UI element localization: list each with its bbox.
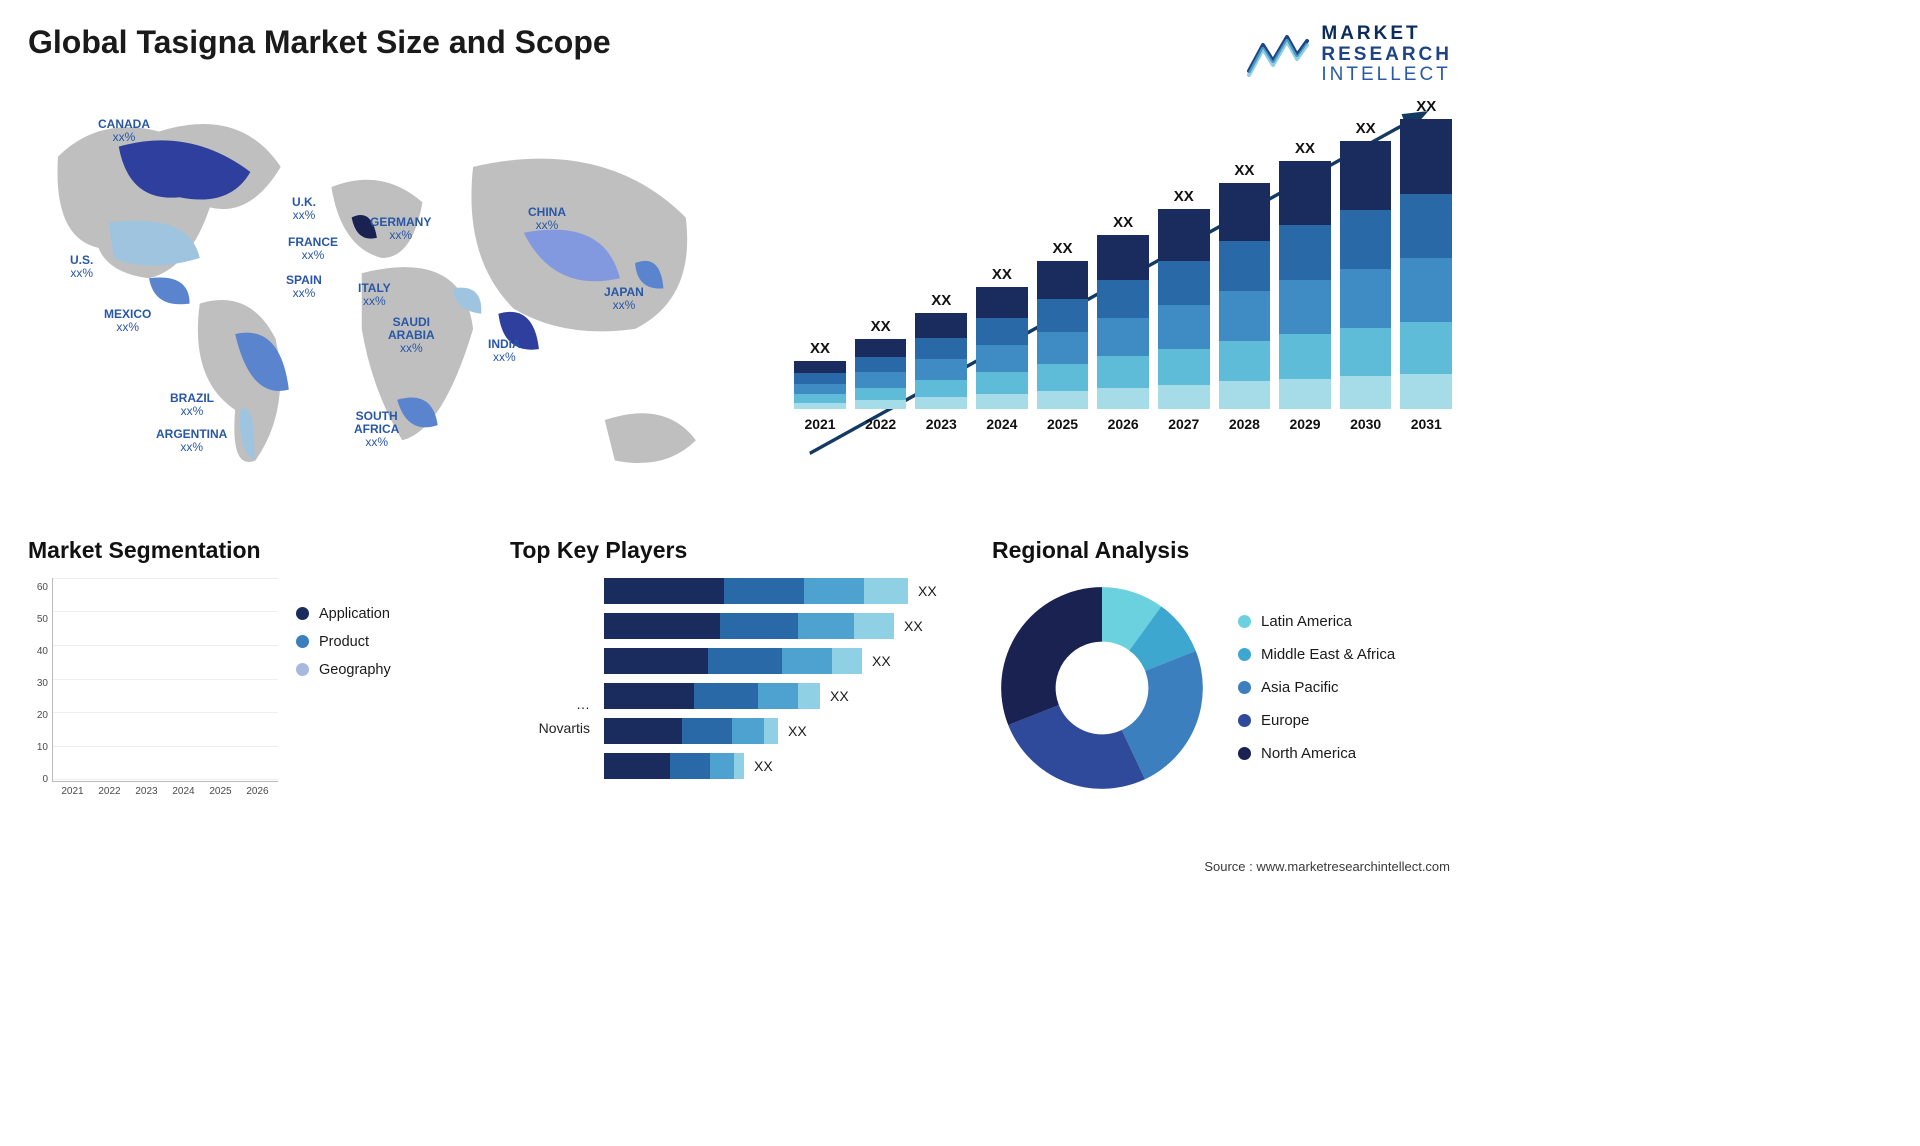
logo-line2: RESEARCH: [1321, 45, 1452, 66]
growth-bar: XX 2026: [1097, 214, 1149, 432]
legend-item: Middle East & Africa: [1238, 646, 1395, 663]
growth-year: 2025: [1047, 416, 1078, 432]
growth-bar: XX 2028: [1219, 162, 1271, 432]
kp-row: XX: [604, 613, 937, 639]
growth-value: XX: [1234, 162, 1254, 179]
source-text: Source : www.marketresearchintellect.com: [1204, 859, 1450, 874]
growth-year: 2028: [1229, 416, 1260, 432]
growth-value: XX: [810, 340, 830, 357]
growth-year: 2027: [1168, 416, 1199, 432]
growth-bar: XX 2029: [1279, 140, 1331, 432]
map-label: CHINAxx%: [528, 206, 566, 232]
regional-donut: [992, 578, 1212, 798]
legend-item: Product: [296, 634, 391, 650]
growth-year: 2022: [865, 416, 896, 432]
growth-year: 2029: [1289, 416, 1320, 432]
donut-slice: [1008, 705, 1145, 789]
growth-value: XX: [931, 292, 951, 309]
logo-line3: INTELLECT: [1321, 65, 1452, 86]
growth-bar: XX 2023: [915, 292, 967, 432]
growth-year: 2031: [1411, 416, 1442, 432]
legend-item: North America: [1238, 745, 1395, 762]
kp-row: XX: [604, 683, 937, 709]
kp-row: XX: [604, 718, 937, 744]
growth-year: 2024: [986, 416, 1017, 432]
growth-year: 2021: [804, 416, 835, 432]
keyplayers-names: …Novartis: [510, 578, 590, 736]
keyplayers-panel: Top Key Players …Novartis XX XX XX XX XX XX: [510, 537, 970, 837]
logo-icon: [1245, 27, 1311, 82]
map-label: INDIAxx%: [488, 338, 521, 364]
segmentation-title: Market Segmentation: [28, 537, 488, 564]
legend-item: Application: [296, 606, 391, 622]
map-label: U.S.xx%: [70, 254, 93, 280]
legend-item: Europe: [1238, 712, 1395, 729]
map-label: JAPANxx%: [604, 286, 644, 312]
growth-bar: XX 2022: [855, 318, 907, 432]
regional-panel: Regional Analysis Latin America Middle Ea…: [992, 537, 1452, 837]
regional-title: Regional Analysis: [992, 537, 1452, 564]
regional-legend: Latin America Middle East & Africa Asia Pa…: [1238, 613, 1395, 762]
segmentation-chart: 6050403020100 202120222023202420252026: [28, 578, 278, 808]
growth-bar: XX 2027: [1158, 188, 1210, 432]
legend-item: Asia Pacific: [1238, 679, 1395, 696]
logo-line1: MARKET: [1321, 24, 1452, 45]
kp-row: XX: [604, 753, 937, 779]
map-label: SOUTHAFRICAxx%: [354, 410, 399, 450]
map-label: MEXICOxx%: [104, 308, 151, 334]
growth-value: XX: [1113, 214, 1133, 231]
growth-value: XX: [1356, 120, 1376, 137]
keyplayers-title: Top Key Players: [510, 537, 970, 564]
growth-bar: XX 2030: [1340, 120, 1392, 432]
growth-year: 2026: [1108, 416, 1139, 432]
map-label: U.K.xx%: [292, 196, 316, 222]
growth-year: 2030: [1350, 416, 1381, 432]
world-map: CANADAxx% U.S.xx% MEXICOxx% BRAZILxx% ARGENT…: [28, 96, 756, 501]
segmentation-panel: Market Segmentation 6050403020100 202120…: [28, 537, 488, 837]
growth-value: XX: [1416, 98, 1436, 115]
growth-bar: XX 2031: [1400, 98, 1452, 432]
growth-value: XX: [1295, 140, 1315, 157]
map-label: CANADAxx%: [98, 118, 150, 144]
legend-item: Geography: [296, 662, 391, 678]
growth-bar: XX 2021: [794, 340, 846, 432]
page-title: Global Tasigna Market Size and Scope: [28, 24, 611, 61]
growth-chart: XX 2021 XX 2022 XX 2023 XX 2024 XX 2025 XX 2026 XX 20…: [786, 96, 1452, 501]
map-label: ITALYxx%: [358, 282, 391, 308]
map-label: SAUDIARABIAxx%: [388, 316, 435, 356]
kp-row: XX: [604, 648, 937, 674]
keyplayers-bars: XX XX XX XX XX XX: [604, 578, 937, 779]
brand-logo: MARKET RESEARCH INTELLECT: [1245, 24, 1452, 86]
growth-bar: XX 2025: [1037, 240, 1089, 432]
segmentation-legend: Application Product Geography: [296, 606, 391, 808]
growth-bar: XX 2024: [976, 266, 1028, 432]
donut-slice: [1001, 587, 1102, 725]
growth-year: 2023: [926, 416, 957, 432]
legend-item: Latin America: [1238, 613, 1395, 630]
growth-value: XX: [1174, 188, 1194, 205]
kp-row: XX: [604, 578, 937, 604]
growth-value: XX: [871, 318, 891, 335]
growth-value: XX: [992, 266, 1012, 283]
map-label: ARGENTINAxx%: [156, 428, 227, 454]
map-label: GERMANYxx%: [370, 216, 431, 242]
map-label: SPAINxx%: [286, 274, 322, 300]
map-label: FRANCExx%: [288, 236, 338, 262]
map-label: BRAZILxx%: [170, 392, 214, 418]
growth-value: XX: [1053, 240, 1073, 257]
